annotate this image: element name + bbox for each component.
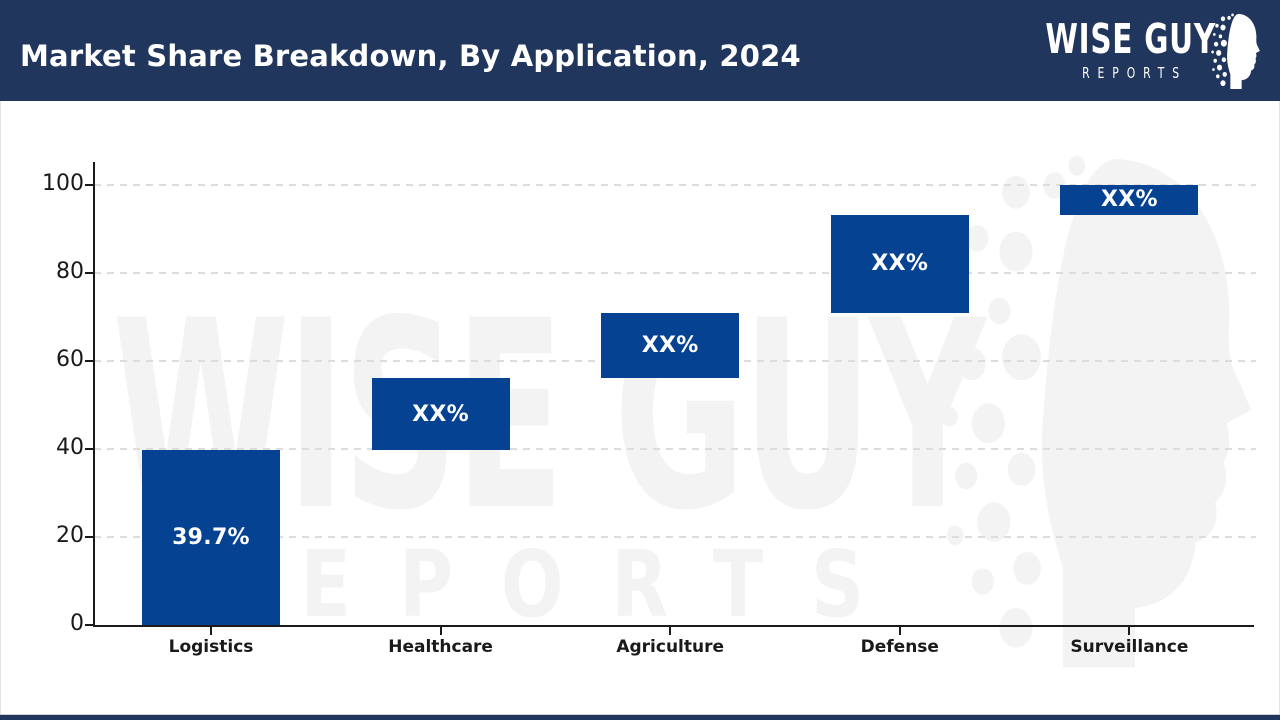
y-tick-label: 80 — [56, 259, 84, 284]
y-axis-tick — [85, 624, 94, 626]
logo-wordmark: WISE GUY — [1045, 15, 1216, 63]
bar-value-label: XX% — [871, 251, 929, 277]
grid-line — [94, 272, 1256, 274]
grid-line — [94, 536, 1256, 538]
y-tick-label: 20 — [56, 523, 84, 548]
y-axis-line — [93, 162, 95, 627]
y-tick-label: 60 — [56, 347, 84, 372]
footer-divider — [0, 714, 1280, 715]
bar-agriculture: XX% — [601, 313, 740, 379]
bar-logistics: 39.7% — [142, 450, 280, 625]
x-axis-tick — [439, 627, 442, 635]
y-tick-label: 0 — [70, 611, 84, 636]
x-axis-line — [93, 625, 1254, 627]
bar-surveillance: XX% — [1060, 185, 1199, 215]
bar-value-label: XX% — [641, 333, 699, 359]
y-axis-tick — [85, 184, 94, 186]
y-axis-tick — [85, 272, 94, 274]
bar-defense: XX% — [830, 214, 969, 314]
x-axis-tick — [898, 627, 901, 635]
y-axis-tick — [85, 536, 94, 538]
y-tick-label: 100 — [42, 171, 84, 196]
x-axis-tick — [1128, 627, 1131, 635]
wise-guy-logo: WISE GUY REPORTS — [979, 12, 1262, 90]
y-tick-label: 40 — [56, 435, 84, 460]
category-label: Logistics — [168, 637, 254, 657]
bar-value-label: XX% — [1100, 187, 1158, 213]
logo-text: WISE GUY REPORTS — [1045, 15, 1216, 83]
x-axis-tick — [210, 627, 212, 635]
bar-value-label: XX% — [412, 401, 470, 427]
logo-face-icon — [1211, 12, 1260, 89]
header-bar: Market Share Breakdown, By Application, … — [0, 0, 1280, 101]
y-axis-tick — [85, 448, 94, 450]
category-label: Agriculture — [616, 637, 725, 657]
logo-subtext: REPORTS — [1082, 64, 1188, 82]
category-label: Surveillance — [1070, 637, 1189, 657]
category-label: Healthcare — [388, 637, 493, 657]
category-label: Defense — [860, 637, 939, 657]
bar-value-label: 39.7% — [172, 525, 250, 551]
x-axis-tick — [669, 627, 672, 635]
grid-line — [94, 184, 1256, 186]
page-title: Market Share Breakdown, By Application, … — [20, 38, 801, 73]
footer-bar — [0, 715, 1280, 720]
grid-line — [94, 448, 1256, 450]
bar-healthcare: XX% — [371, 378, 510, 451]
y-axis-tick — [85, 360, 94, 362]
